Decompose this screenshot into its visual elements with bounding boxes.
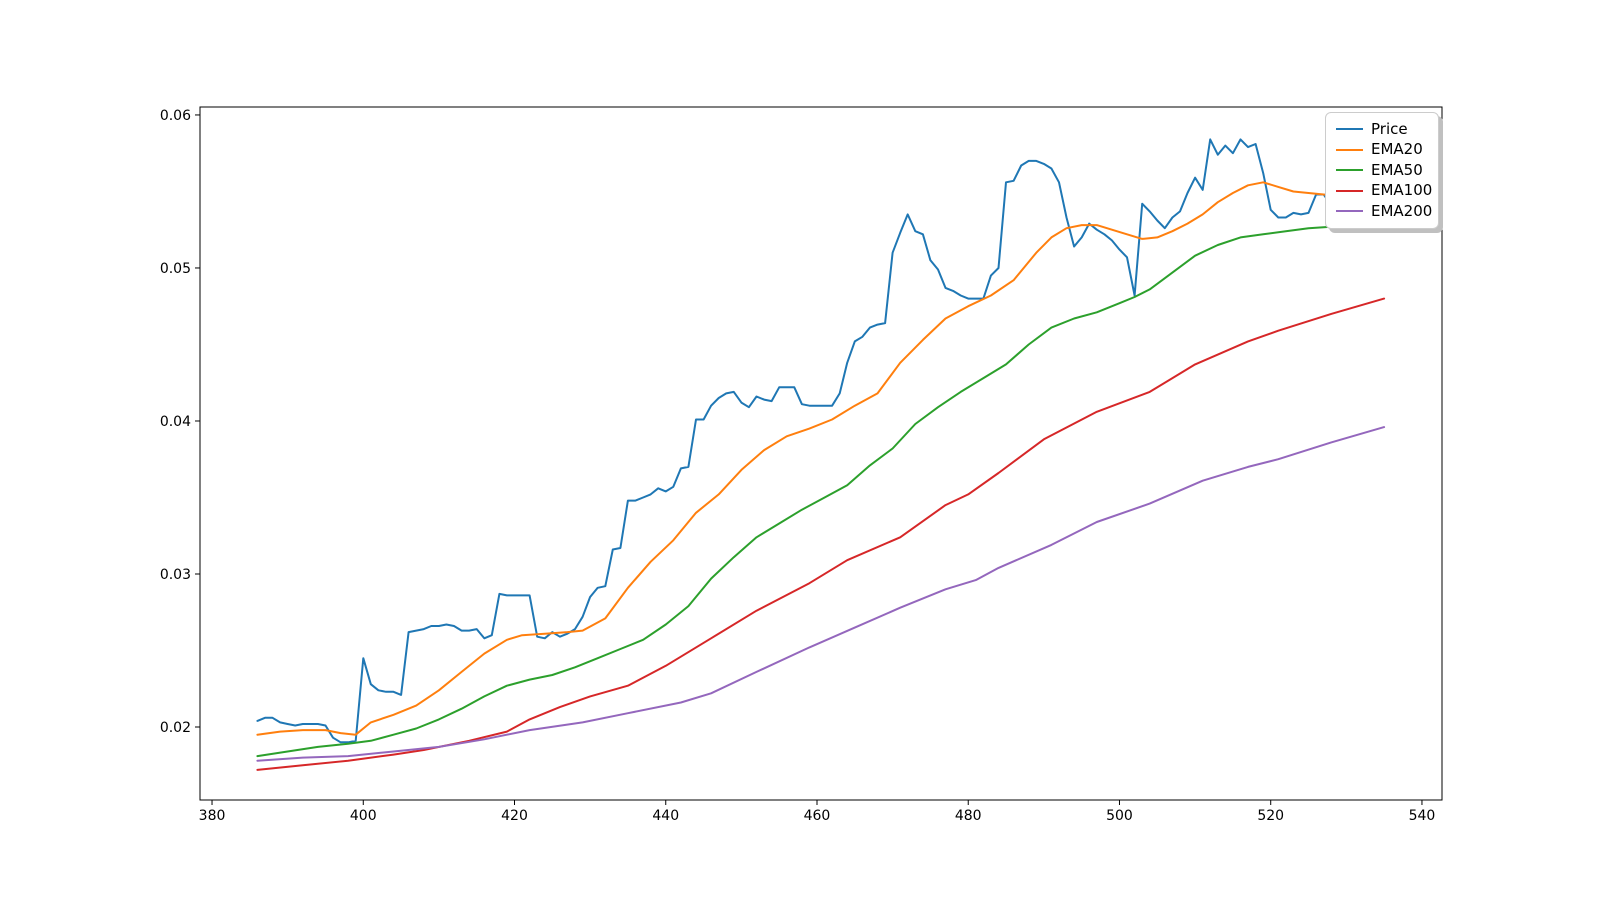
legend-item-ema200: EMA200 bbox=[1336, 201, 1433, 222]
ema100-line-sample-icon bbox=[1336, 189, 1363, 192]
plot-area bbox=[199, 106, 1443, 801]
ema200-line-sample-icon bbox=[1336, 210, 1363, 213]
legend-label-ema50: EMA50 bbox=[1371, 160, 1423, 179]
legend-item-ema50: EMA50 bbox=[1336, 160, 1430, 181]
ema50-line bbox=[256, 219, 1386, 758]
y-tick-label: 0.04 bbox=[160, 414, 191, 430]
price-line bbox=[256, 138, 1386, 744]
ema20-line-sample-icon bbox=[1336, 148, 1363, 151]
x-tick-label: 420 bbox=[501, 808, 528, 824]
x-tick-label: 380 bbox=[199, 808, 226, 824]
price-line-sample-icon bbox=[1336, 128, 1363, 131]
legend: Price EMA20 EMA50 EMA100 EMA200 bbox=[1325, 112, 1439, 229]
x-tick-label: 480 bbox=[955, 808, 982, 824]
ema20-line bbox=[256, 181, 1386, 736]
y-tick-label: 0.02 bbox=[160, 720, 191, 736]
ema50-line-sample-icon bbox=[1336, 169, 1363, 172]
legend-label-price: Price bbox=[1371, 119, 1408, 138]
y-tick-label: 0.05 bbox=[160, 261, 191, 277]
legend-item-ema100: EMA100 bbox=[1336, 181, 1433, 202]
x-tick-label: 540 bbox=[1409, 808, 1436, 824]
legend-label-ema20: EMA20 bbox=[1371, 140, 1423, 159]
x-tick-label: 440 bbox=[652, 808, 679, 824]
y-tick-label: 0.03 bbox=[160, 567, 191, 583]
legend-label-ema100: EMA100 bbox=[1371, 181, 1433, 200]
x-tick-label: 500 bbox=[1106, 808, 1133, 824]
y-tick-label: 0.06 bbox=[160, 108, 191, 124]
legend-label-ema200: EMA200 bbox=[1371, 201, 1433, 220]
legend-item-ema20: EMA20 bbox=[1336, 140, 1430, 161]
x-tick-label: 460 bbox=[804, 808, 831, 824]
ema200-line bbox=[256, 426, 1386, 762]
x-tick-label: 400 bbox=[350, 808, 377, 824]
x-tick-label: 520 bbox=[1257, 808, 1284, 824]
legend-item-price: Price bbox=[1336, 119, 1430, 140]
